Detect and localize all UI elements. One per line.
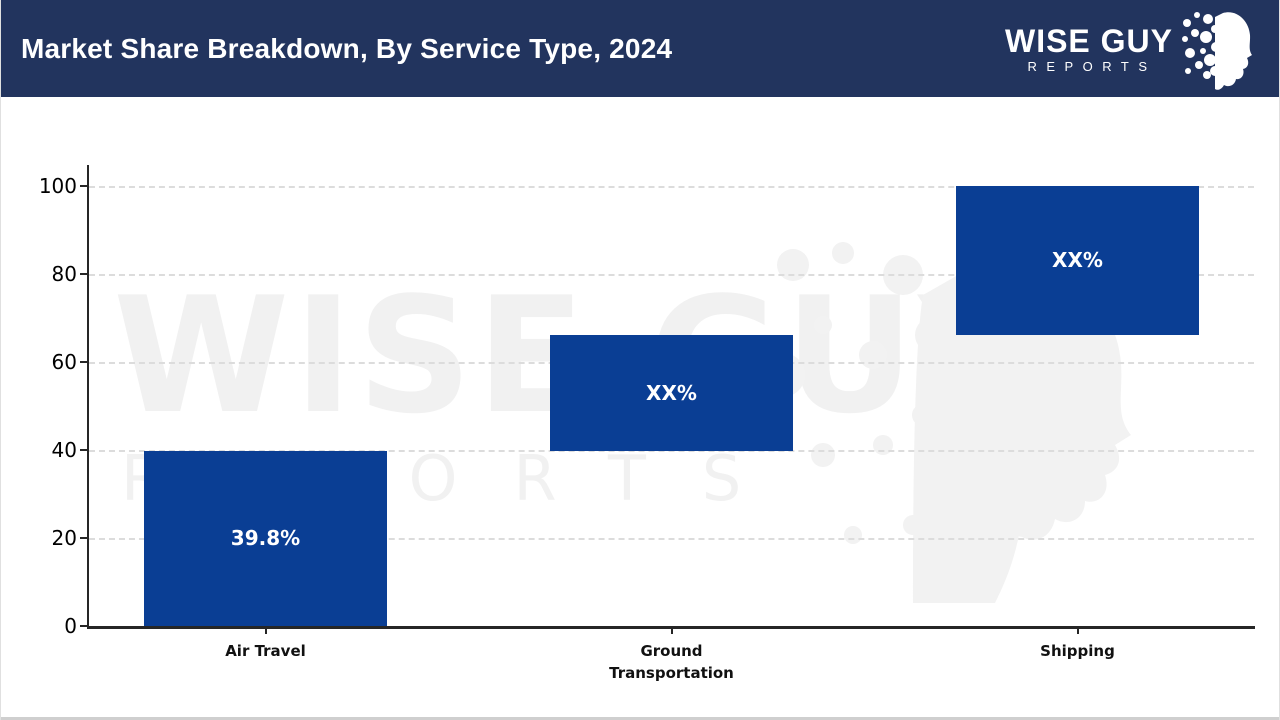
logo-face-icon xyxy=(1182,11,1252,90)
y-axis-tick-mark xyxy=(80,273,87,275)
gridline xyxy=(89,186,1254,188)
y-axis-tick-label: 20 xyxy=(51,526,77,550)
x-axis-tick-mark xyxy=(1076,626,1079,634)
y-axis-tick-mark xyxy=(80,449,87,451)
bar-value-label: XX% xyxy=(646,380,697,405)
logo: WISE GUY REPORTS xyxy=(1005,7,1253,91)
bar xyxy=(956,186,1199,335)
y-axis-tick-label: 0 xyxy=(64,614,77,638)
y-axis-tick-label: 100 xyxy=(38,174,77,198)
y-axis-line xyxy=(87,165,89,629)
x-axis-category-label: Ground Transportation xyxy=(609,642,734,682)
bar-value-label: XX% xyxy=(1052,248,1103,273)
logo-subtitle: REPORTS xyxy=(1027,58,1157,74)
bar-value-label: 39.8% xyxy=(230,526,301,551)
logo-wordmark: WISE GUY xyxy=(1004,22,1173,59)
y-axis-tick-mark xyxy=(80,625,87,627)
x-axis-category-label: Air Travel xyxy=(225,642,306,660)
y-axis-tick-label: 60 xyxy=(51,350,77,374)
gridline xyxy=(89,538,1254,540)
bar xyxy=(144,450,387,626)
gridline xyxy=(89,450,1254,452)
bar xyxy=(550,334,793,451)
x-axis-tick-mark xyxy=(264,626,267,634)
y-axis-tick-label: 80 xyxy=(51,262,77,286)
header: Market Share Breakdown, By Service Type,… xyxy=(1,0,1279,97)
y-axis-tick-mark xyxy=(80,537,87,539)
y-axis-tick-mark xyxy=(80,185,87,187)
page-title: Market Share Breakdown, By Service Type,… xyxy=(21,32,673,64)
x-axis-tick-mark xyxy=(670,626,673,634)
logo-text: WISE GUY REPORTS xyxy=(1005,25,1173,73)
x-axis-category-label: Shipping xyxy=(1040,642,1115,660)
bottom-border xyxy=(1,717,1279,720)
gridline xyxy=(89,274,1254,276)
y-axis-tick-mark xyxy=(80,361,87,363)
y-axis-tick-label: 40 xyxy=(51,438,77,462)
